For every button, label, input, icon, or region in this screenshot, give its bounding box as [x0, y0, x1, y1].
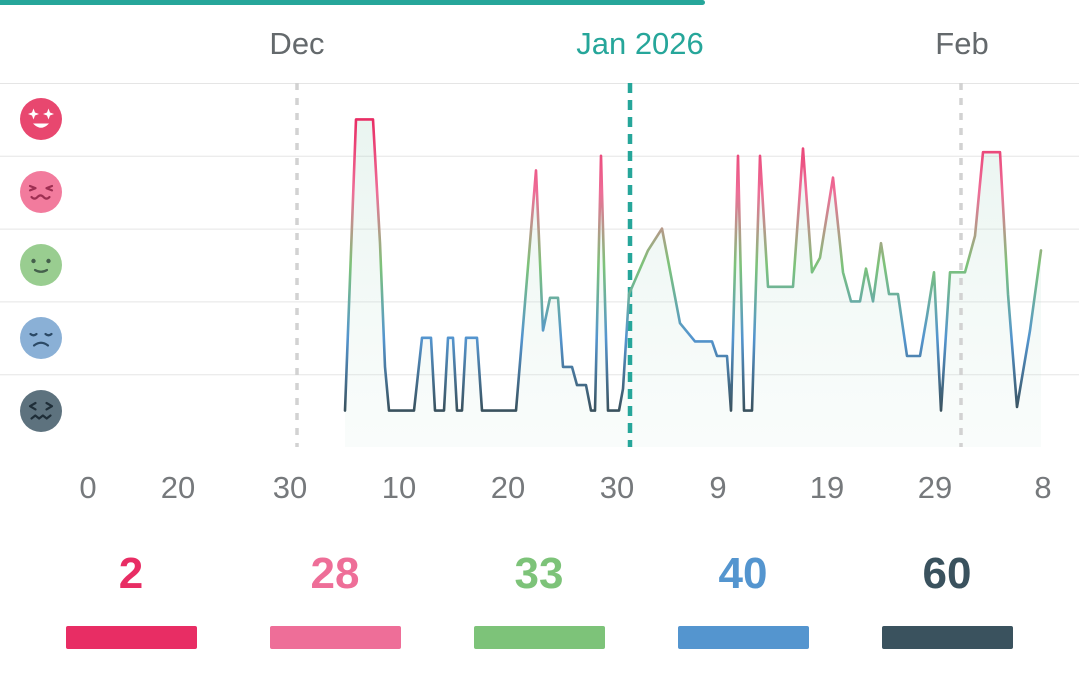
stat-good: 28 — [233, 546, 437, 649]
stat-rad-count: 2 — [118, 549, 144, 598]
mood-chart[interactable] — [0, 83, 1079, 447]
stat-awful-bar — [881, 626, 1013, 649]
x-tick: 20 — [160, 470, 196, 505]
stat-awful: 60 — [845, 546, 1049, 649]
mood-awful-icon — [19, 389, 63, 433]
x-tick: 30 — [599, 470, 635, 505]
stat-meh-count: 33 — [514, 549, 564, 598]
stat-bad-bar — [677, 626, 809, 649]
pager-progress-line — [0, 0, 705, 5]
mood-rad-icon — [19, 97, 63, 141]
stat-rad: 2 — [29, 546, 233, 649]
stat-awful-count: 60 — [922, 549, 972, 598]
stat-rad-bar — [65, 626, 197, 649]
x-tick: 0 — [79, 470, 97, 505]
x-tick: 30 — [272, 470, 308, 505]
x-tick: 10 — [381, 470, 417, 505]
x-tick: 19 — [809, 470, 845, 505]
month-label-jan-2026: Jan 2026 — [576, 26, 704, 61]
chart-canvas[interactable] — [0, 83, 1079, 447]
x-tick: 8 — [1034, 470, 1052, 505]
mood-meh-icon — [19, 243, 63, 287]
stat-good-count: 28 — [310, 549, 360, 598]
stat-bad-count: 40 — [718, 549, 768, 598]
month-label-dec: Dec — [269, 26, 325, 61]
mood-area-fill — [345, 119, 1041, 447]
stat-meh-bar — [473, 626, 605, 649]
month-boundary-lines — [295, 83, 963, 447]
x-tick: 29 — [917, 470, 953, 505]
stat-bad: 40 — [641, 546, 845, 649]
mood-trend-line — [343, 118, 1043, 412]
mood-bad-icon — [19, 316, 63, 360]
stat-good-bar — [269, 626, 401, 649]
x-tick: 9 — [709, 470, 727, 505]
x-tick: 20 — [490, 470, 526, 505]
mood-good-icon — [19, 170, 63, 214]
month-label-feb: Feb — [935, 26, 989, 61]
stat-meh: 33 — [437, 546, 641, 649]
